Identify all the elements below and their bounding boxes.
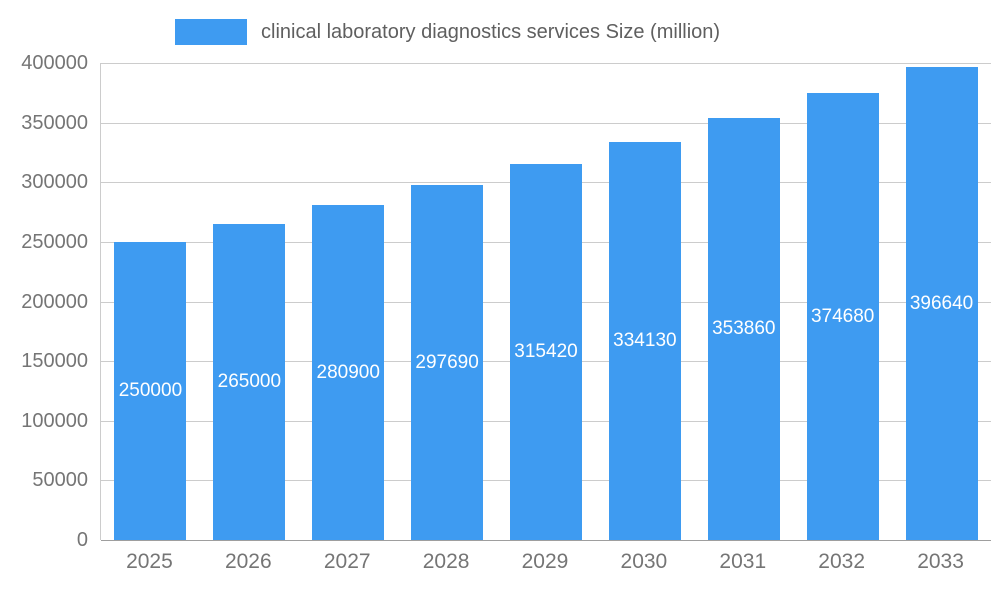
bar-value-label: 280900	[316, 361, 380, 383]
plot-area: 250000 265000 280900 297690 315420 334130 3538…	[100, 63, 991, 541]
x-axis-tick-label: 2031	[719, 550, 767, 573]
y-axis-tick-label: 150000	[21, 350, 88, 373]
y-axis-tick-label: 50000	[32, 469, 88, 492]
bar-value-label: 297690	[415, 351, 479, 373]
bar[interactable]: 334130	[608, 141, 681, 540]
y-axis-tick-label: 400000	[21, 52, 88, 74]
bar-value-label: 353860	[712, 318, 776, 340]
x-axis-tick-label: 2025	[126, 550, 173, 573]
gridline	[101, 63, 991, 64]
y-axis-tick-label: 0	[76, 529, 88, 551]
x-axis-tick-label: 2029	[521, 550, 569, 573]
y-axis-tick-label: 200000	[21, 290, 88, 313]
x-axis-baseline	[101, 540, 991, 541]
legend-label: clinical laboratory diagnostics services…	[261, 20, 721, 43]
x-axis-tick-label: 2032	[818, 550, 866, 573]
x-axis-tick-label: 2033	[917, 550, 964, 573]
bar[interactable]: 396640	[905, 67, 978, 540]
bar-value-label: 315420	[514, 340, 578, 362]
bar[interactable]: 297690	[411, 185, 484, 540]
y-axis-tick-label: 250000	[21, 230, 88, 253]
bar[interactable]: 250000	[114, 241, 187, 540]
bar-value-label: 396640	[909, 292, 974, 314]
y-axis-tick-label: 100000	[21, 409, 88, 432]
gridline	[101, 122, 991, 124]
bar-value-label: 334130	[613, 329, 677, 351]
bar[interactable]: 374680	[806, 93, 879, 540]
x-axis-tick-label: 2030	[620, 550, 668, 573]
bar-value-label: 265000	[217, 371, 282, 392]
x-axis-tick-label: 2028	[422, 550, 470, 573]
chart-legend: clinical laboratory diagnostics services…	[175, 19, 720, 45]
bar[interactable]: 280900	[312, 205, 385, 540]
bar-value-label: 250000	[118, 379, 183, 401]
bar[interactable]: 353860	[707, 118, 780, 540]
legend-swatch	[175, 19, 247, 45]
bar[interactable]: 265000	[213, 224, 286, 540]
x-axis-tick-label: 2026	[224, 550, 272, 573]
y-axis-tick-label: 300000	[21, 171, 88, 194]
y-axis-tick-label: 350000	[21, 111, 88, 134]
bar-value-label: 374680	[810, 305, 875, 327]
bar[interactable]: 315420	[510, 163, 582, 540]
x-axis-tick-label: 2027	[323, 550, 371, 573]
